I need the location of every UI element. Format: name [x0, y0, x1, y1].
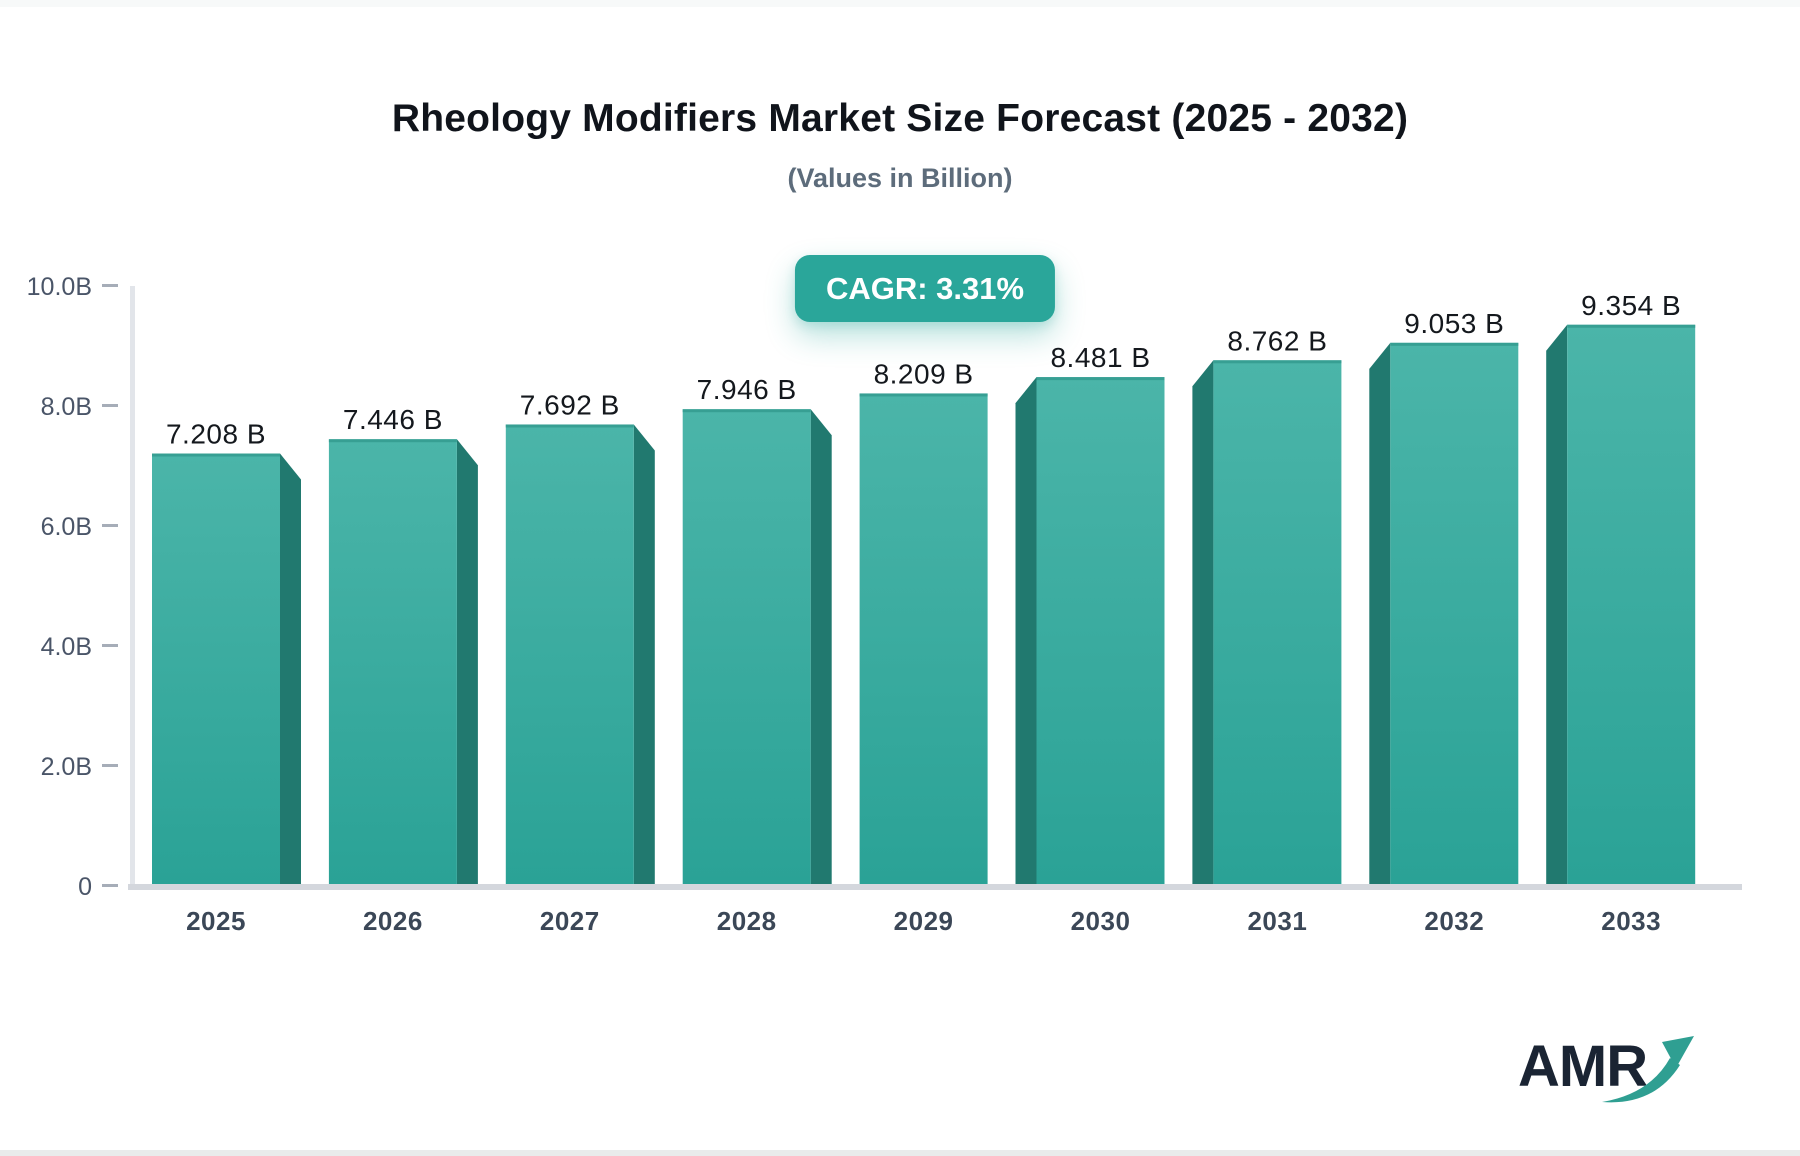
bar-value-label: 8.209 B — [874, 358, 974, 389]
bar-top-edge-2028 — [682, 409, 811, 413]
logo-arrow-head-icon — [1662, 1036, 1694, 1068]
bar-top-edge-2025 — [152, 453, 280, 457]
bar-2027 — [505, 424, 634, 886]
y-axis-label: 2.0B — [41, 753, 92, 781]
y-axis-tick — [102, 764, 118, 767]
y-axis-tick — [102, 404, 118, 407]
x-axis-label: 2032 — [1424, 906, 1484, 936]
bar-2030 — [1036, 377, 1165, 886]
x-axis-label: 2033 — [1601, 906, 1661, 936]
bar-side-2032 — [1369, 342, 1391, 890]
x-axis-label: 2026 — [363, 906, 423, 936]
bar-2025 — [152, 453, 280, 886]
y-axis-label: 8.0B — [41, 393, 92, 421]
bar-top-edge-2030 — [1036, 377, 1165, 381]
bar-side-2031 — [1192, 360, 1214, 890]
bar-value-label: 8.481 B — [1050, 342, 1150, 373]
amr-logo: AMR — [1512, 1020, 1712, 1116]
bar-top-edge-2027 — [505, 424, 634, 428]
bar-side-2028 — [810, 409, 832, 890]
amr-logo-graphic: AMR — [1518, 1034, 1694, 1103]
frame-edge-bottom — [0, 1150, 1800, 1156]
amr-logo-text: AMR — [1518, 1034, 1647, 1099]
bar-value-label: 8.762 B — [1227, 325, 1327, 356]
y-axis-label: 4.0B — [41, 633, 92, 661]
bar-top-edge-2029 — [859, 393, 988, 397]
x-axis-label: 2030 — [1071, 906, 1131, 936]
y-axis-tick — [102, 644, 118, 647]
bar-top-edge-2033 — [1567, 324, 1696, 328]
logo-arrow-swoosh-icon — [1602, 1058, 1680, 1103]
bar-side-2030 — [1015, 377, 1037, 890]
cagr-badge: CAGR: 3.31% — [794, 255, 1056, 322]
cagr-badge-label: CAGR: 3.31% — [825, 271, 1025, 306]
y-axis-line — [130, 286, 135, 886]
chart-subtitle: (Values in Billion) — [787, 163, 1013, 193]
x-axis-label: 2025 — [186, 906, 246, 936]
y-axis-tick — [102, 284, 118, 287]
bar-2031 — [1213, 360, 1342, 886]
bar-top-edge-2032 — [1390, 342, 1519, 346]
bar-top-edge-2031 — [1213, 360, 1342, 364]
x-axis-label: 2028 — [717, 906, 777, 936]
bar-value-label: 7.692 B — [520, 389, 620, 420]
bar-top-edge-2026 — [328, 439, 457, 443]
y-axis-tick — [102, 884, 118, 887]
bar-2028 — [682, 409, 811, 886]
y-axis-label: 6.0B — [41, 513, 92, 541]
bar-side-2026 — [456, 439, 478, 890]
bar-side-2025 — [280, 453, 301, 890]
x-axis-label: 2027 — [540, 906, 600, 936]
bar-value-label: 7.446 B — [343, 404, 443, 435]
x-axis-baseline — [128, 884, 1742, 890]
bar-2029 — [859, 393, 988, 886]
bar-value-label: 7.208 B — [166, 419, 266, 450]
bar-2032 — [1390, 342, 1519, 886]
bar-side-2027 — [633, 424, 655, 890]
bar-value-label: 9.354 B — [1581, 290, 1681, 321]
chart-title: Rheology Modifiers Market Size Forecast … — [391, 97, 1409, 140]
y-axis-tick — [102, 524, 118, 527]
bar-side-2033 — [1546, 324, 1568, 890]
bar-value-label: 9.053 B — [1404, 308, 1504, 339]
bar-2033 — [1567, 324, 1696, 886]
x-axis-label: 2029 — [894, 906, 954, 936]
bar-value-label: 7.946 B — [697, 374, 797, 405]
y-axis-label: 10.0B — [27, 273, 92, 301]
frame-edge-top — [0, 0, 1800, 7]
x-axis-label: 2031 — [1247, 906, 1307, 936]
bar-2026 — [328, 439, 457, 886]
y-axis-label: 0 — [78, 873, 92, 901]
